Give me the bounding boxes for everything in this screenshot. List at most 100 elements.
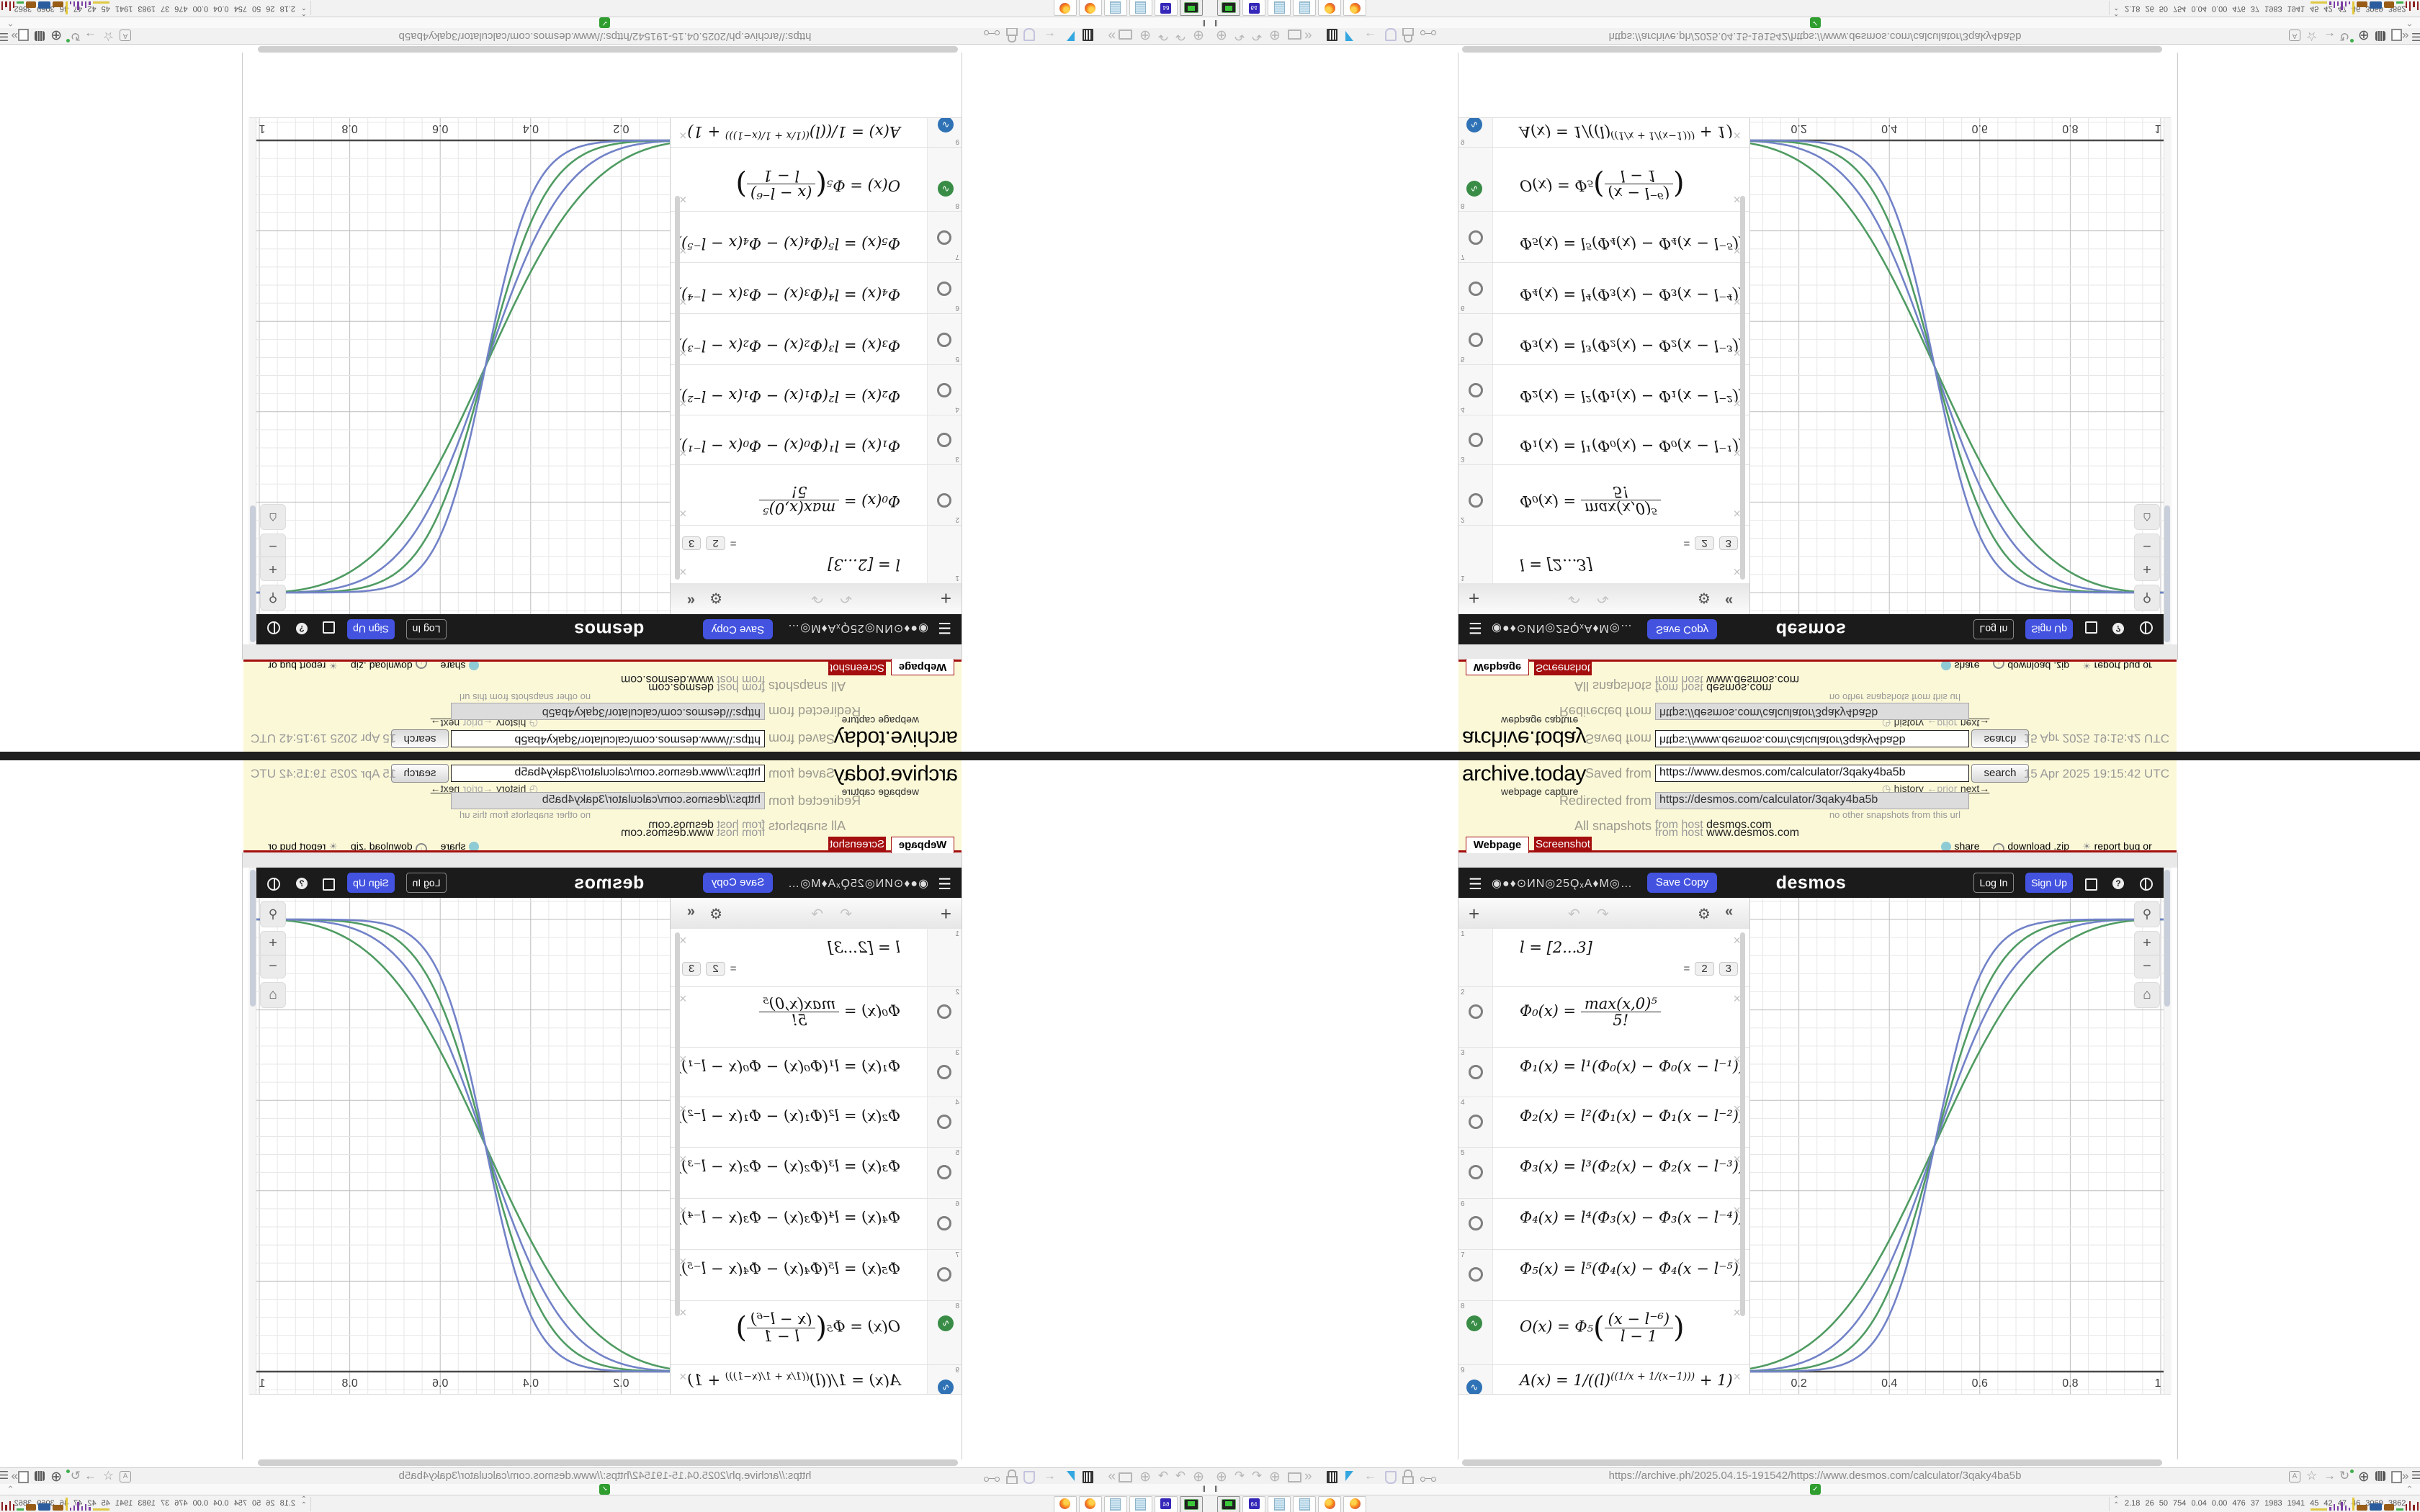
archive-logo[interactable]: archive.today [1462, 762, 1586, 786]
history-arc-icon-2[interactable]: ↷ [1252, 1469, 1263, 1482]
back-arrow-icon[interactable]: ← [1044, 30, 1056, 43]
expression-gutter[interactable]: 4 [1458, 1097, 1493, 1147]
url-text[interactable]: https://archive.ph/2025.04.15-191542/htt… [398, 1470, 812, 1482]
shield-icon[interactable] [1023, 28, 1035, 41]
saved-from-input[interactable]: https://www.desmos.com/calculator/3qaky4… [1655, 765, 1969, 782]
expression-list-scrollbar[interactable] [1740, 196, 1745, 580]
history-arc-icon[interactable]: ↷ [1175, 1469, 1186, 1482]
page-actions-icon[interactable] [18, 1471, 29, 1483]
collapse-panel-icon[interactable]: « [686, 593, 695, 608]
delete-expression-icon[interactable]: × [679, 446, 687, 460]
expression-text[interactable]: Φ₅(x) = l⁵(Φ₄(x) − Φ₄(x − l⁻⁵)) [675, 235, 900, 252]
expression-text[interactable]: Φ₂(x) = l²(Φ₁(x) − Φ₁(x − l⁻²)) [1520, 1107, 1745, 1125]
expression-text[interactable]: l = [2...3] [1520, 556, 1592, 573]
visible-plot-icon-blue[interactable]: ∿ [1466, 117, 1482, 132]
saved-from-input[interactable]: https://www.desmos.com/calculator/3qaky4… [451, 765, 765, 782]
expression-gutter[interactable]: 6 [927, 263, 962, 313]
expression-gutter[interactable]: 3 [1458, 1048, 1493, 1097]
expression-gutter[interactable]: 3 [1458, 415, 1493, 464]
lock-icon[interactable] [1402, 27, 1414, 43]
taskbar-app-notepad[interactable] [1129, 0, 1152, 16]
taskbar-app-firefox[interactable] [1079, 1496, 1102, 1512]
expression-gutter[interactable]: 6 [1458, 263, 1493, 313]
expression-gutter[interactable]: 3 [927, 1048, 962, 1097]
expression-row-3[interactable]: 3 Φ₁(x) = l¹(Φ₀(x) − Φ₀(x − l⁻¹)) × [671, 1048, 962, 1097]
curve-o-x-l-2[interactable] [1750, 918, 2164, 1370]
reload-icon[interactable]: ↻ [70, 1469, 81, 1482]
page-actions-icon[interactable] [2391, 1471, 2402, 1483]
expression-row-8[interactable]: 8 ∿ O(x) = Φ₅((x − l⁻⁶) l − 1) × [671, 147, 962, 211]
expression-row-5[interactable]: 5 Φ₃(x) = l³(Φ₂(x) − Φ₂(x − l⁻³)) × [1458, 1148, 1749, 1199]
curve-a-x-l-2[interactable] [256, 918, 670, 1372]
expression-row-4[interactable]: 4 Φ₂(x) = l²(Φ₁(x) − Φ₁(x − l⁻²)) × [1458, 364, 1749, 415]
globe-plus-icon-2[interactable]: ⊕ [1269, 27, 1281, 42]
expression-row-3[interactable]: 3 Φ₁(x) = l¹(Φ₀(x) − Φ₀(x − l⁻¹)) × [671, 415, 962, 464]
curve-o-x-l-2[interactable] [256, 918, 670, 1372]
undo-icon[interactable]: ↶ [1568, 590, 1580, 606]
delete-expression-icon[interactable]: × [679, 1152, 687, 1166]
globe-plus-icon[interactable]: ⊕ [1216, 1470, 1227, 1485]
expression-row-9[interactable]: 9 ∿ A(x) = 1/((l)((1/x + 1/(x−1))) + 1) × [1458, 117, 1749, 147]
hidden-plot-circle-icon[interactable] [937, 1267, 951, 1282]
expression-gutter[interactable]: 3 [927, 415, 962, 464]
delete-expression-icon[interactable]: × [679, 1305, 687, 1320]
chevrons-right-icon[interactable]: » [1108, 28, 1116, 43]
download-zip-link[interactable]: download .zip [2007, 660, 2070, 672]
expression-gutter[interactable]: 7 [1458, 212, 1493, 262]
expression-text[interactable]: Φ₄(x) = l⁴(Φ₃(x) − Φ₃(x − l⁻⁴)) [1520, 1209, 1745, 1226]
shield-icon[interactable] [1385, 1471, 1397, 1484]
help-icon[interactable]: ? [296, 876, 308, 889]
expression-gutter[interactable]: 7 [1458, 1250, 1493, 1300]
delete-expression-icon[interactable]: × [1733, 933, 1741, 948]
delete-expression-icon[interactable]: × [679, 564, 687, 579]
delete-expression-icon[interactable]: × [679, 1052, 687, 1066]
value-chip[interactable]: 3 [1718, 962, 1738, 976]
expression-gutter[interactable]: 2 [1458, 987, 1493, 1047]
expression-gutter[interactable]: 5 [927, 1148, 962, 1198]
caret-up-icon[interactable]: ⌃ [2406, 17, 2414, 28]
dark-globe-icon[interactable]: ⊕ [2358, 27, 2370, 42]
back-arrow-icon[interactable]: ← [1044, 1469, 1056, 1482]
export-icon[interactable] [323, 876, 335, 891]
tab-webpage[interactable]: Webpage [1466, 837, 1529, 853]
undo-icon[interactable]: ↶ [1568, 906, 1580, 922]
collapse-panel-icon[interactable]: « [686, 904, 695, 919]
hidden-plot-circle-icon[interactable] [1469, 493, 1483, 508]
expression-gutter[interactable]: 6 [927, 1199, 962, 1249]
page-scrollbar-thumb[interactable] [2164, 505, 2170, 642]
taskbar-app-terminal[interactable] [1180, 0, 1203, 16]
expression-gutter[interactable]: 2 [1458, 465, 1493, 525]
expression-text[interactable]: Φ₂(x) = l²(Φ₁(x) − Φ₁(x − l⁻²)) [1520, 387, 1745, 405]
history-arc-icon[interactable]: ↷ [1234, 30, 1245, 43]
hidden-plot-circle-icon[interactable] [937, 282, 951, 296]
menu-icon[interactable]: ☰ [0, 30, 9, 43]
expression-row-4[interactable]: 4 Φ₂(x) = l²(Φ₁(x) − Φ₁(x − l⁻²)) × [671, 1097, 962, 1148]
taskbar-app-firefox-2[interactable] [1343, 1496, 1366, 1512]
delete-expression-icon[interactable]: × [1733, 991, 1741, 1006]
horizontal-scrollbar-thumb[interactable] [258, 46, 958, 53]
flag-icon[interactable] [1345, 31, 1353, 41]
tab-webpage[interactable]: Webpage [1466, 659, 1529, 675]
expression-gutter[interactable]: 5 [1458, 314, 1493, 364]
taskbar-app-firefox[interactable] [1318, 1496, 1341, 1512]
graph-settings-wrench-button[interactable]: ⚲ [2134, 585, 2160, 611]
expression-text[interactable]: Φ₄(x) = l⁴(Φ₃(x) − Φ₃(x − l⁻⁴)) [675, 286, 900, 303]
download-zip-link[interactable]: download .zip [350, 660, 413, 672]
history-arc-icon[interactable]: ↷ [1175, 30, 1186, 43]
menu-icon[interactable]: ☰ [2411, 30, 2420, 43]
translate-icon[interactable]: A [2289, 1471, 2300, 1482]
delete-expression-icon[interactable]: × [679, 346, 687, 360]
expression-gutter[interactable]: 2 [927, 465, 962, 525]
hidden-plot-circle-icon[interactable] [1469, 1165, 1483, 1179]
overflow-chevrons-icon[interactable]: » [2402, 30, 2409, 43]
expression-gutter[interactable]: 6 [1458, 1199, 1493, 1249]
delete-expression-icon[interactable]: × [1733, 1052, 1741, 1066]
language-globe-icon[interactable] [2140, 621, 2153, 636]
language-globe-icon[interactable] [267, 876, 280, 891]
dark-globe-icon[interactable]: ⊕ [50, 27, 62, 42]
delete-expression-icon[interactable]: × [679, 396, 687, 410]
pause-bars-icon[interactable]: ‖ [1214, 1484, 1219, 1494]
expression-text[interactable]: Φ₀(x) = max(x,0)⁵ 5! [692, 995, 900, 1029]
